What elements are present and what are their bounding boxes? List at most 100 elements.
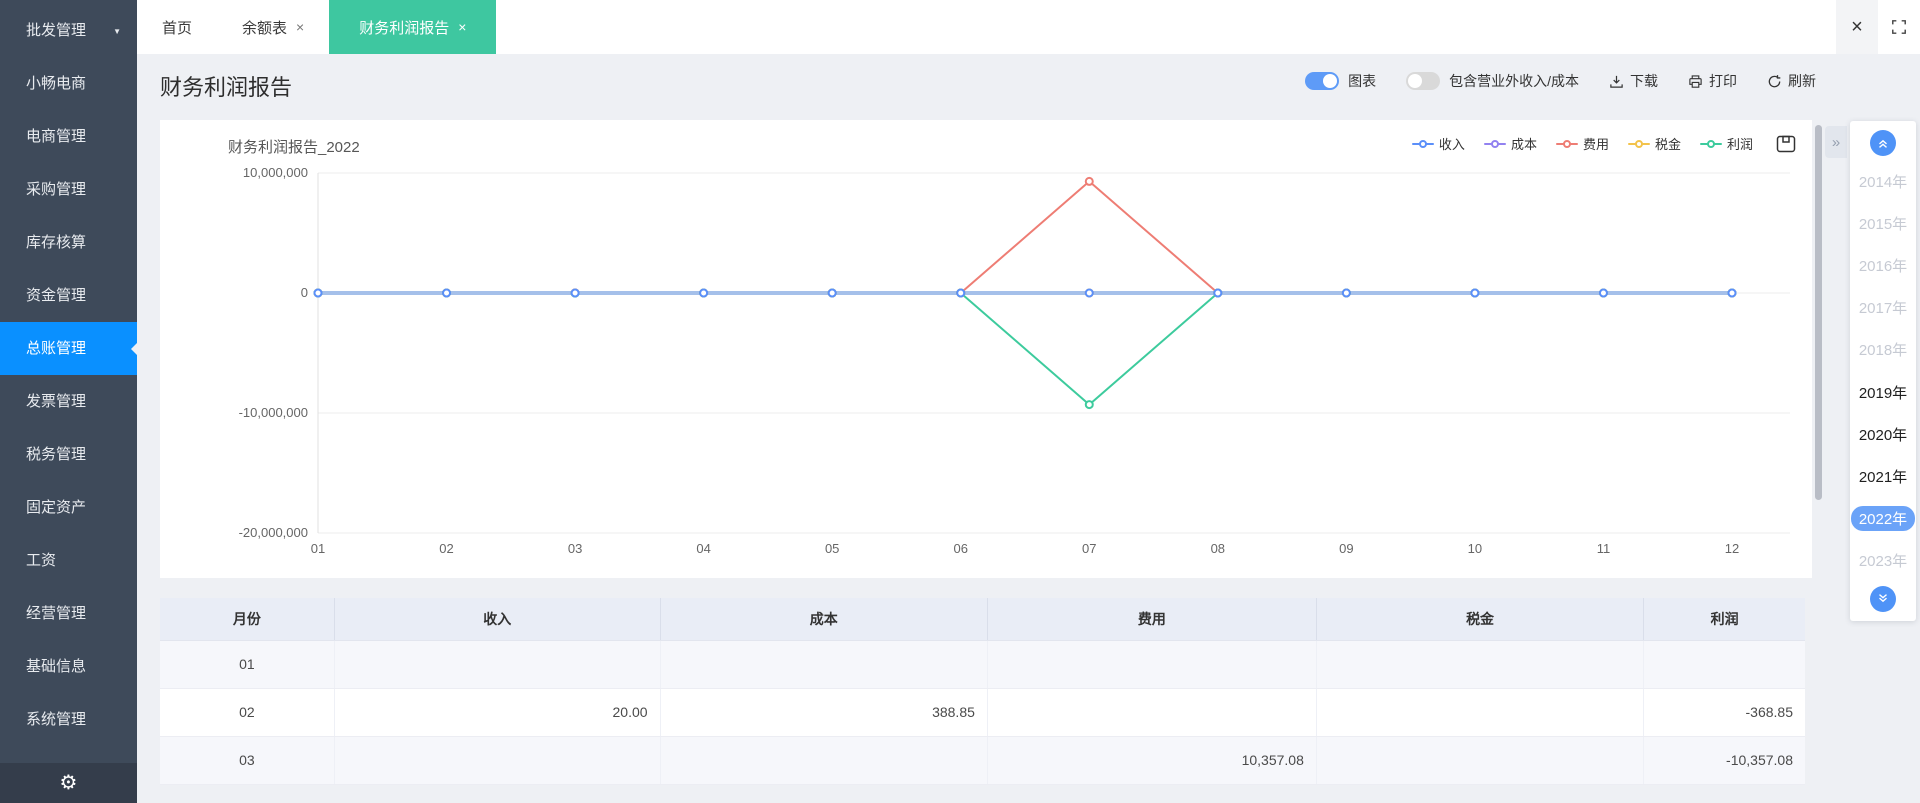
sidebar-item-2[interactable]: 电商管理 bbox=[0, 110, 137, 163]
table-cell bbox=[660, 640, 988, 689]
sidebar-item-10[interactable]: 工资 bbox=[0, 534, 137, 587]
sidebar-item-12[interactable]: 基础信息 bbox=[0, 640, 137, 693]
data-point[interactable] bbox=[313, 288, 323, 298]
sidebar-item-label: 固定资产 bbox=[26, 499, 87, 516]
table-cell: 20.00 bbox=[334, 688, 661, 737]
data-point[interactable] bbox=[1084, 400, 1094, 410]
table-cell bbox=[1316, 640, 1645, 689]
year-item-2023[interactable]: 2023年 bbox=[1859, 541, 1907, 581]
legend-label: 收入 bbox=[1438, 137, 1465, 152]
legend-item-收入[interactable]: 收入 bbox=[1411, 134, 1465, 153]
legend-label: 税金 bbox=[1654, 137, 1681, 152]
sidebar-item-label: 税务管理 bbox=[26, 446, 87, 463]
year-list: 2014年 2015年 2016年 2017年 2018年 2019年 2020年 2021年… bbox=[1850, 156, 1916, 586]
year-label: 2020年 bbox=[1858, 426, 1908, 444]
year-item-2019[interactable]: 2019年 bbox=[1859, 372, 1907, 412]
sidebar-item-13[interactable]: 系统管理 bbox=[0, 693, 137, 746]
svg-text:01: 01 bbox=[311, 541, 325, 556]
sidebar-item-9[interactable]: 固定资产 bbox=[0, 481, 137, 534]
year-item-2016[interactable]: 2016年 bbox=[1859, 245, 1907, 285]
year-item-2015[interactable]: 2015年 bbox=[1859, 203, 1907, 243]
include-toggle-label: 包含营业外收入/成本 bbox=[1449, 73, 1579, 89]
download-button[interactable]: 下载 bbox=[1609, 71, 1658, 91]
table-cell: 01 bbox=[160, 640, 335, 689]
data-point[interactable] bbox=[570, 288, 580, 298]
year-item-2017[interactable]: 2017年 bbox=[1859, 288, 1907, 328]
year-label: 2021年 bbox=[1858, 469, 1908, 487]
year-item-2020[interactable]: 2020年 bbox=[1859, 414, 1907, 454]
legend-item-税金[interactable]: 税金 bbox=[1627, 134, 1681, 153]
legend-item-成本[interactable]: 成本 bbox=[1483, 134, 1537, 153]
toggle-knob bbox=[1323, 74, 1338, 88]
legend-item-利润[interactable]: 利润 bbox=[1699, 134, 1753, 153]
year-scroll-up-button[interactable] bbox=[1870, 130, 1896, 156]
table-row[interactable]: 01 bbox=[160, 640, 1805, 689]
fullscreen-icon bbox=[1892, 20, 1906, 34]
tab-2[interactable]: 财务利润报告 × bbox=[329, 0, 497, 54]
year-item-2021[interactable]: 2021年 bbox=[1859, 457, 1907, 497]
data-point[interactable] bbox=[1341, 288, 1351, 298]
sidebar-item-7[interactable]: 发票管理 bbox=[0, 375, 137, 428]
table-row[interactable]: 03 10,357.08 -10,357.08 bbox=[160, 736, 1805, 785]
toolbar: 图表 包含营业外收入/成本 下载 打印 bbox=[1305, 71, 1816, 91]
legend-item-费用[interactable]: 费用 bbox=[1555, 134, 1609, 153]
gear-icon[interactable]: ⚙ bbox=[59, 772, 78, 794]
year-item-2014[interactable]: 2014年 bbox=[1859, 161, 1907, 201]
sidebar-item-11[interactable]: 经营管理 bbox=[0, 587, 137, 640]
data-point[interactable] bbox=[827, 288, 837, 298]
table-cell bbox=[987, 688, 1317, 737]
fullscreen-button[interactable] bbox=[1878, 0, 1920, 54]
x-axis-labels: 01 02 03 04 05 06 07 08 09 10 11 12 bbox=[311, 541, 1739, 556]
svg-text:10,000,000: 10,000,000 bbox=[243, 165, 308, 180]
sidebar-item-label: 工资 bbox=[26, 552, 57, 569]
collapse-panel-handle[interactable]: » bbox=[1825, 126, 1847, 158]
include-nonoperating-toggle[interactable] bbox=[1406, 72, 1441, 90]
year-label: 2017年 bbox=[1858, 300, 1908, 318]
table-row[interactable]: 02 20.00 388.85 -368.85 bbox=[160, 688, 1805, 737]
data-point[interactable] bbox=[1598, 288, 1608, 298]
tab-label: 余额表 bbox=[242, 19, 288, 37]
chart-toggle[interactable] bbox=[1305, 72, 1340, 90]
print-button[interactable]: 打印 bbox=[1688, 71, 1737, 91]
legend-marker-icon bbox=[1411, 139, 1434, 149]
tab-1[interactable]: 余额表 × bbox=[217, 0, 329, 54]
sidebar-item-1[interactable]: 小畅电商 bbox=[0, 57, 137, 110]
close-tab-button[interactable]: × bbox=[1836, 0, 1878, 54]
sidebar-item-5[interactable]: 资金管理 bbox=[0, 269, 137, 322]
report-table: 月份 收入 成本 费用 税金 利润 01 02 20.00 388.85 -368.85 03 10,… bbox=[160, 598, 1805, 785]
data-point[interactable] bbox=[1727, 288, 1737, 298]
data-point[interactable] bbox=[1470, 288, 1480, 298]
year-label: 2016年 bbox=[1858, 257, 1908, 275]
year-item-2018[interactable]: 2018年 bbox=[1859, 330, 1907, 370]
refresh-button[interactable]: 刷新 bbox=[1767, 71, 1816, 91]
save-image-icon[interactable] bbox=[1776, 135, 1796, 153]
svg-text:08: 08 bbox=[1211, 541, 1225, 556]
sidebar-item-8[interactable]: 税务管理 bbox=[0, 428, 137, 481]
data-point[interactable] bbox=[442, 288, 452, 298]
sidebar-item-3[interactable]: 采购管理 bbox=[0, 163, 137, 216]
data-point[interactable] bbox=[1084, 176, 1094, 186]
tab-close-icon[interactable]: × bbox=[296, 19, 305, 35]
column-header: 费用 bbox=[987, 598, 1317, 641]
year-scroll-down-button[interactable] bbox=[1870, 586, 1896, 612]
sidebar-item-0[interactable]: 批发管理 ▼ bbox=[0, 4, 137, 57]
data-point[interactable] bbox=[1084, 288, 1094, 298]
legend-marker-icon bbox=[1699, 139, 1722, 149]
table-cell: 02 bbox=[160, 688, 335, 737]
tab-0[interactable]: 首页 bbox=[137, 0, 217, 54]
sidebar-footer: ⚙ bbox=[0, 763, 137, 803]
series-lines bbox=[317, 180, 1732, 406]
column-header: 成本 bbox=[660, 598, 988, 641]
data-point[interactable] bbox=[956, 288, 966, 298]
data-point[interactable] bbox=[699, 288, 709, 298]
vertical-scrollbar[interactable] bbox=[1815, 125, 1822, 500]
tab-close-icon[interactable]: × bbox=[458, 19, 467, 35]
data-point[interactable] bbox=[1213, 288, 1223, 298]
sidebar-item-6[interactable]: 总账管理 bbox=[0, 322, 137, 375]
sidebar-item-label: 电商管理 bbox=[26, 128, 87, 145]
year-label: 2019年 bbox=[1858, 384, 1908, 402]
year-item-2022[interactable]: 2022年 bbox=[1850, 499, 1916, 539]
tab-label: 首页 bbox=[162, 19, 193, 37]
sidebar-item-4[interactable]: 库存核算 bbox=[0, 216, 137, 269]
